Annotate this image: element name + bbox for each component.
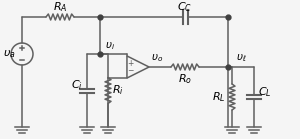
Text: $\upsilon_a$: $\upsilon_a$ (3, 48, 15, 60)
Text: +: + (127, 59, 134, 68)
Text: $R_L$: $R_L$ (212, 90, 226, 104)
Text: $\upsilon_o$: $\upsilon_o$ (151, 52, 163, 64)
Text: $C_i$: $C_i$ (71, 79, 83, 92)
Text: −: − (127, 66, 134, 75)
Text: $\upsilon_i$: $\upsilon_i$ (105, 40, 115, 52)
Text: $R_A$: $R_A$ (53, 0, 67, 14)
Text: $R_o$: $R_o$ (178, 72, 192, 86)
Text: $C_L$: $C_L$ (258, 85, 272, 99)
Text: $C_C$: $C_C$ (177, 0, 193, 14)
Text: $\upsilon_\ell$: $\upsilon_\ell$ (236, 52, 246, 64)
Text: $R_i$: $R_i$ (112, 84, 124, 97)
